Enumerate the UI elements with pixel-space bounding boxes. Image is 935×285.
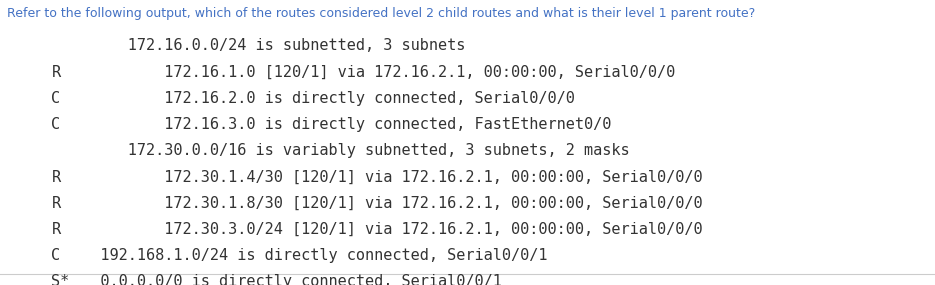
Text: R: R (51, 222, 61, 237)
Text: 172.30.3.0/24 [120/1] via 172.16.2.1, 00:00:00, Serial0/0/0: 172.30.3.0/24 [120/1] via 172.16.2.1, 00… (73, 222, 702, 237)
Text: 0.0.0.0/0 is directly connected, Serial0/0/1: 0.0.0.0/0 is directly connected, Serial0… (73, 274, 502, 285)
Text: R: R (51, 170, 61, 185)
Text: 172.16.0.0/24 is subnetted, 3 subnets: 172.16.0.0/24 is subnetted, 3 subnets (73, 38, 466, 54)
Text: 172.30.1.8/30 [120/1] via 172.16.2.1, 00:00:00, Serial0/0/0: 172.30.1.8/30 [120/1] via 172.16.2.1, 00… (73, 196, 702, 211)
Text: C: C (51, 91, 61, 106)
Text: C: C (51, 117, 61, 132)
Text: R: R (51, 196, 61, 211)
Text: 172.16.1.0 [120/1] via 172.16.2.1, 00:00:00, Serial0/0/0: 172.16.1.0 [120/1] via 172.16.2.1, 00:00… (73, 65, 675, 80)
Text: S*: S* (51, 274, 70, 285)
Text: 172.16.2.0 is directly connected, Serial0/0/0: 172.16.2.0 is directly connected, Serial… (73, 91, 575, 106)
Text: 172.16.3.0 is directly connected, FastEthernet0/0: 172.16.3.0 is directly connected, FastEt… (73, 117, 611, 132)
Text: 192.168.1.0/24 is directly connected, Serial0/0/1: 192.168.1.0/24 is directly connected, Se… (73, 248, 547, 263)
Text: 172.30.0.0/16 is variably subnetted, 3 subnets, 2 masks: 172.30.0.0/16 is variably subnetted, 3 s… (73, 143, 629, 158)
Text: R: R (51, 65, 61, 80)
Text: C: C (51, 248, 61, 263)
Text: 172.30.1.4/30 [120/1] via 172.16.2.1, 00:00:00, Serial0/0/0: 172.30.1.4/30 [120/1] via 172.16.2.1, 00… (73, 170, 702, 185)
Text: Refer to the following output, which of the routes considered level 2 child rout: Refer to the following output, which of … (7, 7, 755, 20)
